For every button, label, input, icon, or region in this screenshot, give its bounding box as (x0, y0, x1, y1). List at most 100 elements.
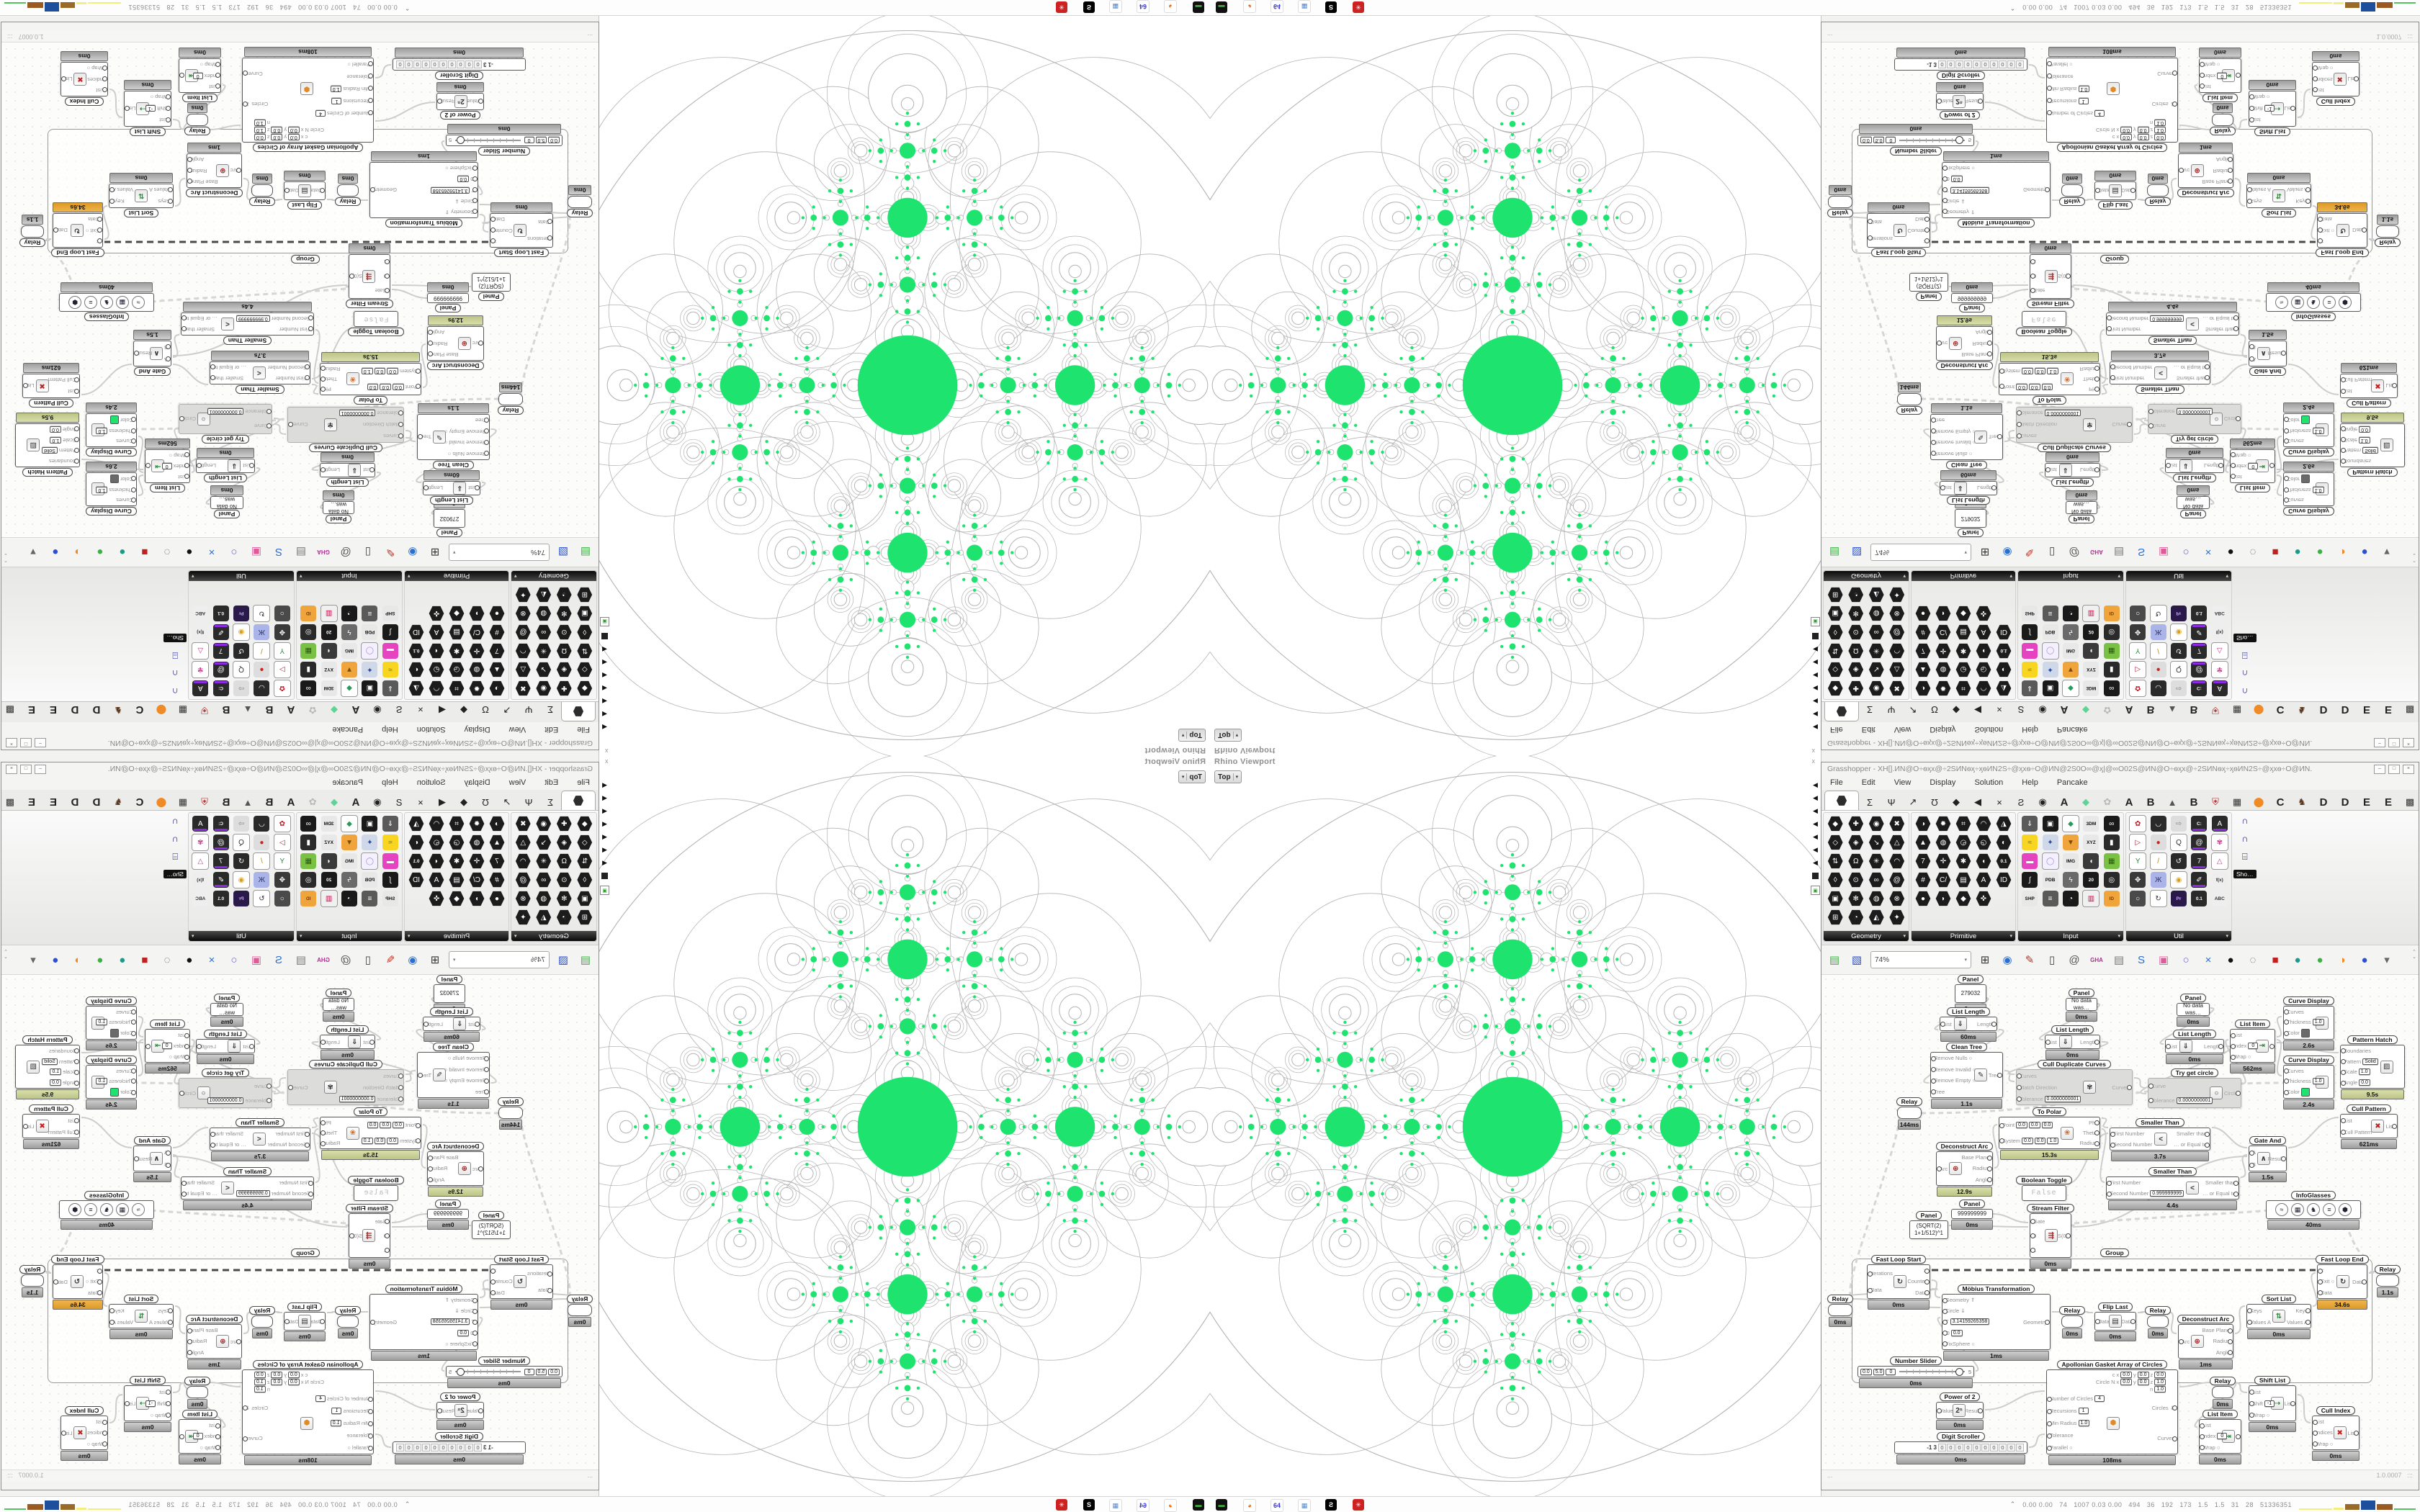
component-icon[interactable]: ◡ (254, 816, 270, 832)
gh-node-list-length[interactable]: List Length List ⇓ Length 60ms (423, 1007, 480, 1042)
component-icon[interactable]: ID (2103, 891, 2120, 906)
component-icon[interactable]: ▣ (362, 680, 378, 696)
component-tab[interactable]: ◉ (2038, 796, 2047, 807)
node-body[interactable]: 999999999 (1951, 293, 1993, 303)
component-tab[interactable]: Ψ (524, 704, 533, 716)
node-body[interactable]: No data was… (2177, 496, 2210, 510)
gh-node-sort-list[interactable]: Sort List Keys Values A ⇅ Keys Values A 0ms (109, 173, 174, 217)
component-icon[interactable]: ✐ (212, 624, 229, 640)
toolbar-button[interactable]: ◉ (2002, 954, 2012, 966)
component-icon[interactable]: A (1976, 872, 1991, 888)
dock-arrow-icon[interactable]: ◀ (602, 859, 607, 866)
component-icon[interactable]: ◇ (577, 834, 593, 850)
component-tab[interactable]: ◀ (439, 705, 446, 716)
gh-canvas[interactable]: ... 1.0.0007 ::: Panel2790320msList Leng… (1, 30, 599, 537)
toolbar-scroll-arrows[interactable]: ⌃ ⌄ (4, 552, 8, 562)
window-button[interactable]: □ (20, 738, 32, 747)
toolbar-button[interactable]: ■ (2272, 953, 2279, 966)
relay-body[interactable] (568, 1304, 592, 1316)
toolbar-button[interactable]: ▣ (2158, 954, 2169, 966)
gh-node-cull-duplicate-curves[interactable]: Cull Duplicate Curves Curves Match Directi… (2016, 1060, 2133, 1105)
component-tab[interactable]: Ʊ (482, 796, 489, 808)
component-icon[interactable]: ◎ (2103, 624, 2120, 640)
component-icon[interactable]: ✾ (192, 661, 210, 678)
resize-handle-icon[interactable]: ::: (2407, 1472, 2413, 1479)
component-icon[interactable]: ✦ (1889, 909, 1905, 925)
component-icon[interactable]: ⇓ (382, 680, 398, 696)
gh-node-sort-list[interactable]: Sort List Keys Values A ⇅ Keys Values A 0ms (2246, 173, 2311, 217)
menu-bar[interactable]: File Edit View Display Solution Help Pancake (1821, 722, 2419, 737)
component-icon[interactable]: IMG (341, 643, 358, 659)
component-icon[interactable]: 3DM (2083, 816, 2099, 832)
component-icon[interactable]: ◎ (300, 872, 317, 888)
menu-pancake[interactable]: Pancake (2056, 778, 2088, 787)
glasses-icon[interactable]: ⌸ (2241, 851, 2248, 862)
component-icon[interactable]: ✚ (556, 816, 572, 832)
gh-node-panel[interactable]: Panel No data was… 0ms (2065, 989, 2098, 1022)
component-icon[interactable]: ▥ (2082, 605, 2100, 622)
node-body[interactable]: List ⇓ Length (2165, 1039, 2224, 1053)
dock-arrow-icon[interactable]: ◀ (602, 833, 607, 840)
component-icon[interactable]: ✦ (515, 909, 531, 925)
component-tab[interactable]: ▩ (5, 796, 15, 807)
gh-node-cull-index[interactable]: Cull Index List Indices Wrap ○ ✖ List 0ms (60, 51, 108, 106)
relay-body[interactable] (187, 114, 208, 126)
component-icon[interactable]: ϟ (341, 872, 358, 888)
component-tab[interactable]: ♞ (114, 796, 122, 807)
dock-arrow-icon[interactable]: ◀ (602, 672, 607, 679)
component-icon[interactable]: ◆ (1955, 606, 1971, 621)
node-body[interactable]: Data ▤ Data (2094, 181, 2136, 200)
component-icon[interactable]: ⇅ (1827, 853, 1843, 869)
node-body[interactable]: <Exit ○Data↻Data (53, 1264, 103, 1299)
component-icon[interactable]: ↺ (233, 853, 250, 869)
component-icon[interactable]: ∫ (2022, 624, 2038, 640)
node-body[interactable]: First Number Second Number 0.999999999 < Sma… (2106, 1176, 2239, 1200)
gh-node-deconstruct-arc[interactable]: Deconstruct Arc Arc ⊕ Base Plane Radius Angle… (2177, 1315, 2235, 1369)
component-icon[interactable]: ✿ (273, 815, 291, 832)
gh-node-boolean-toggle[interactable]: Boolean Toggle False (348, 311, 404, 336)
component-icon[interactable]: ◑ (489, 680, 505, 696)
component-tab[interactable]: A (2125, 703, 2133, 716)
node-body[interactable]: Curves Match Direction Tolerance 0.00000000… (2016, 1069, 2133, 1105)
node-body[interactable]: Remove Nulls ○ Remove Invalid ○ Remove Emp… (417, 1052, 490, 1098)
menu-edit[interactable]: Edit (544, 778, 559, 787)
gh-canvas[interactable]: ... 1.0.0007 ::: Panel2790320msList Leng… (1821, 30, 2419, 537)
node-body[interactable]: 0.0 5.0 0 5 (1857, 135, 1974, 146)
node-body[interactable]: Arc ⊕ Base Plane Radius Angle (187, 153, 242, 188)
component-icon[interactable]: C/ (469, 624, 485, 640)
gh-node-smaller-than[interactable]: Smaller Than First Number Second Number 0.9… (181, 1167, 314, 1210)
component-tab[interactable]: ◉ (373, 796, 382, 807)
relay-body[interactable] (251, 1315, 273, 1328)
node-body[interactable]: No data was… (2066, 997, 2097, 1011)
component-icon[interactable]: C/ (1935, 624, 1951, 640)
component-icon[interactable]: ◆ (341, 815, 359, 832)
component-icon[interactable]: 7 (212, 643, 229, 659)
component-tab[interactable]: B (265, 703, 274, 716)
node-body[interactable]: 0.0 5.0 0 5 (446, 135, 563, 146)
taskbar-app-icon[interactable]: ✳ (1056, 1, 1067, 13)
gh-node-to-polar[interactable]: To Polar Point 0.0 0.0 0.0 System 0.0 0.0 1.0 ❀ Ph… (1999, 352, 2100, 405)
toolbar-button[interactable]: @ (340, 953, 351, 966)
gh-node-deconstruct-arc[interactable]: Deconstruct Arc Arc ⊕ Base Plane Radius Angle… (2177, 143, 2235, 197)
dock-arrow-icon[interactable]: ◀ (602, 698, 607, 705)
menu-display[interactable]: Display (1930, 725, 1956, 734)
component-icon[interactable]: ✐ (2191, 624, 2208, 640)
gh-node-relay[interactable]: Relay 0ms (2209, 1377, 2236, 1409)
dock-arrow-icon[interactable]: ◀ (602, 781, 607, 788)
component-icon[interactable]: ◍ (1868, 891, 1884, 906)
component-tab[interactable]: B (265, 796, 274, 809)
menu-view[interactable]: View (508, 725, 526, 734)
toolbar-button[interactable]: ▧ (1851, 546, 1863, 558)
menu-file[interactable]: File (577, 778, 590, 787)
relay-body[interactable] (337, 184, 359, 197)
component-tab[interactable]: Ƨ (395, 796, 403, 808)
component-icon[interactable]: ◆ (1827, 680, 1843, 696)
component-tab[interactable]: ◆ (331, 705, 338, 716)
gh-node-relay[interactable]: Relay 1.1s (19, 215, 46, 247)
node-body[interactable]: List Indices Wrap ○ ✖ List (60, 1416, 108, 1450)
component-icon[interactable]: ≡ (362, 606, 378, 621)
node-body[interactable]: Keys Values A ⇅ Keys Values A (109, 184, 174, 208)
